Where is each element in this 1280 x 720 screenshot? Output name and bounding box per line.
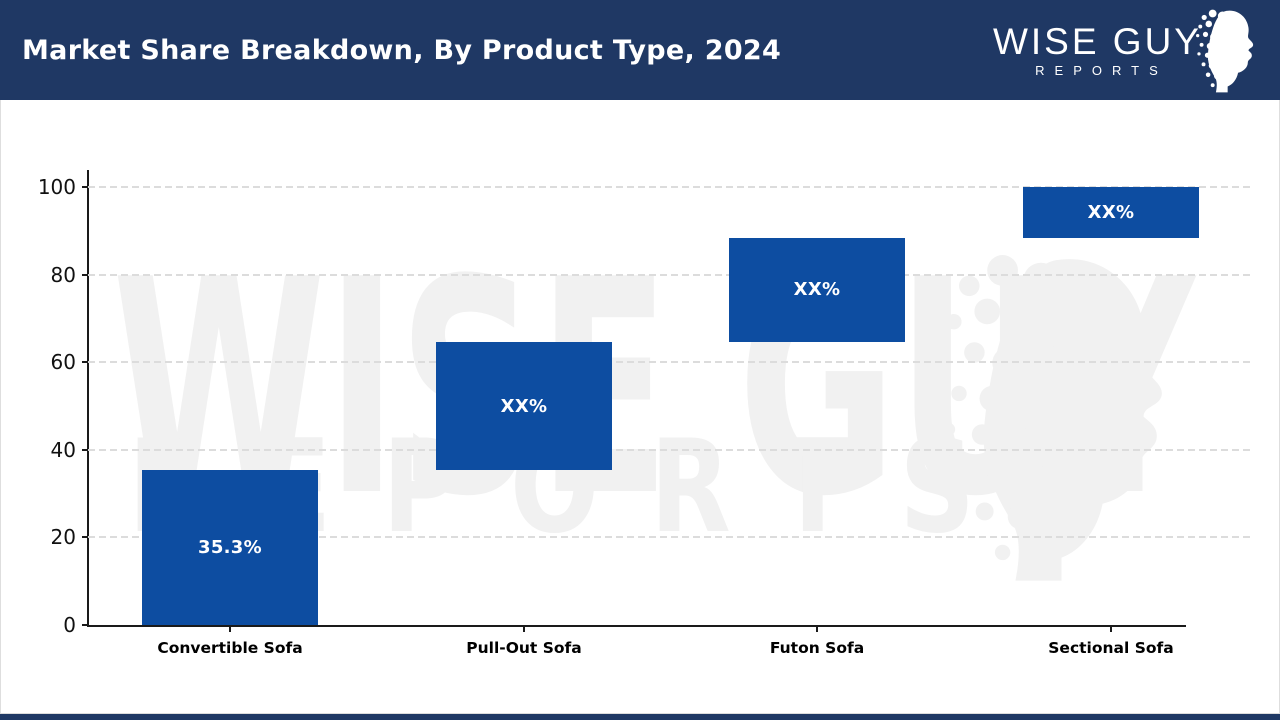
y-tick bbox=[82, 186, 87, 188]
y-axis-line bbox=[87, 170, 89, 627]
y-tick-label: 40 bbox=[50, 437, 76, 462]
chart-title: Market Share Breakdown, By Product Type,… bbox=[22, 34, 782, 66]
x-axis-category-label: Convertible Sofa bbox=[157, 639, 303, 657]
bar-value-label: XX% bbox=[1087, 201, 1135, 223]
x-tick bbox=[816, 627, 818, 632]
x-axis-category-label: Futon Sofa bbox=[769, 639, 865, 657]
y-tick bbox=[82, 624, 87, 626]
x-tick bbox=[1110, 627, 1112, 632]
bar-value-label: XX% bbox=[500, 395, 548, 417]
x-axis-category-label: Pull-Out Sofa bbox=[466, 639, 582, 657]
header-bar: Market Share Breakdown, By Product Type,… bbox=[0, 0, 1280, 100]
gridline bbox=[88, 448, 1254, 451]
logo-wordmark: WISE GUY bbox=[992, 20, 1202, 62]
bar-segment: XX% bbox=[729, 237, 905, 343]
y-tick-label: 20 bbox=[50, 525, 76, 550]
y-tick bbox=[82, 448, 87, 451]
x-axis-category-label: Sectional Sofa bbox=[1048, 639, 1174, 657]
y-tick bbox=[82, 536, 87, 539]
wiseguy-logo: WISE GUY REPORTS bbox=[993, 0, 1280, 100]
y-tick bbox=[82, 273, 87, 276]
footer-bar bbox=[0, 714, 1280, 720]
bar-value-label: 35.3% bbox=[198, 537, 262, 559]
footer-hairline bbox=[0, 713, 1280, 714]
y-tick-label: 0 bbox=[63, 613, 76, 637]
bar-segment: XX% bbox=[1023, 187, 1199, 238]
gridline bbox=[88, 186, 1254, 188]
bar-segment: XX% bbox=[436, 342, 612, 471]
x-tick bbox=[523, 627, 525, 632]
bar-segment: 35.3% bbox=[142, 470, 318, 625]
gridline bbox=[88, 361, 1254, 364]
bar-value-label: XX% bbox=[793, 279, 841, 301]
y-tick-label: 80 bbox=[50, 262, 76, 287]
y-tick-label: 60 bbox=[50, 350, 76, 375]
logo-text: WISE GUY REPORTS bbox=[992, 20, 1202, 78]
y-tick-label: 100 bbox=[37, 175, 76, 199]
gridline bbox=[88, 273, 1254, 276]
x-axis-line bbox=[87, 625, 1186, 627]
gridline bbox=[88, 536, 1254, 539]
x-tick bbox=[229, 627, 231, 632]
logo-subtext: REPORTS bbox=[1035, 62, 1168, 78]
y-tick bbox=[82, 361, 87, 364]
